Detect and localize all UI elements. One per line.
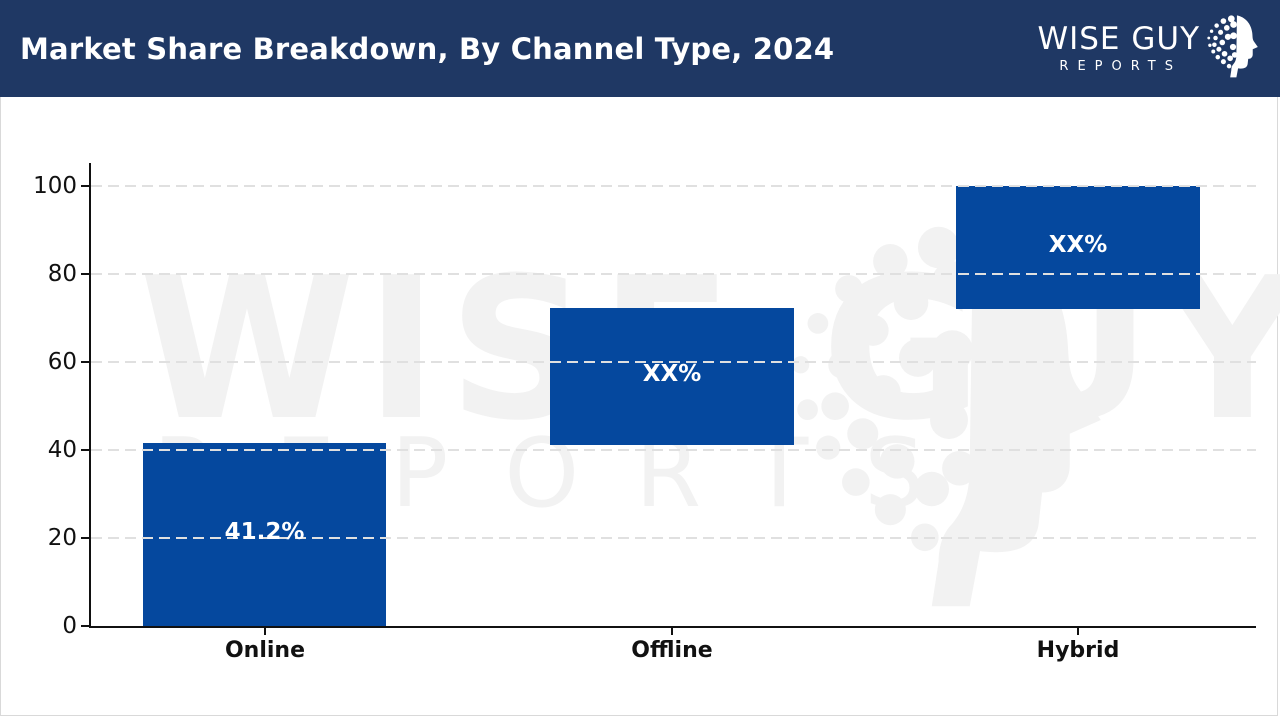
x-tick xyxy=(264,628,266,635)
y-tick xyxy=(81,625,89,627)
y-tick-label: 0 xyxy=(62,613,77,639)
logo-name-text: WISE GUY xyxy=(1037,20,1200,57)
x-axis-line xyxy=(89,626,1256,628)
gridline-80 xyxy=(91,273,1256,275)
bar-online xyxy=(143,443,386,626)
y-tick xyxy=(81,361,89,363)
gridline-60 xyxy=(91,361,1256,363)
x-axis-label-hybrid: Hybrid xyxy=(1036,638,1120,663)
bar-label-hybrid: XX% xyxy=(1048,232,1108,258)
y-tick-label: 40 xyxy=(47,437,77,463)
x-tick xyxy=(1077,628,1079,635)
y-tick xyxy=(81,449,89,451)
y-axis-line xyxy=(89,163,91,628)
x-tick xyxy=(671,628,673,635)
gridline-40 xyxy=(91,449,1256,451)
x-axis-label-online: Online xyxy=(224,638,306,663)
brand-logo: WISE GUY REPORTS xyxy=(1037,11,1264,87)
header-bar: Market Share Breakdown, By Channel Type,… xyxy=(0,0,1280,97)
y-tick-label: 60 xyxy=(47,349,77,375)
watermark-head-icon xyxy=(759,213,1139,631)
chart-area: WISE GUY REPORTS 100 80 60 40 20 0 xyxy=(0,97,1280,716)
y-tick-label: 100 xyxy=(33,173,77,199)
logo-head-icon xyxy=(1202,11,1264,87)
bar-label-offline: XX% xyxy=(642,361,702,387)
bar-offline xyxy=(550,308,794,445)
bar-label-online: 41.2% xyxy=(224,519,305,545)
y-tick xyxy=(81,185,89,187)
logo-sub-text: REPORTS xyxy=(1059,58,1183,74)
page-title: Market Share Breakdown, By Channel Type,… xyxy=(20,31,835,66)
y-tick-label: 80 xyxy=(47,261,77,287)
x-axis-label-offline: Offline xyxy=(631,638,713,663)
y-tick xyxy=(81,273,89,275)
bar-hybrid xyxy=(956,186,1200,309)
y-tick xyxy=(81,537,89,539)
logo-wordmark: WISE GUY REPORTS xyxy=(1037,20,1200,74)
gridline-100 xyxy=(91,185,1256,187)
y-tick-label: 20 xyxy=(47,525,77,551)
gridline-20 xyxy=(91,537,1256,539)
